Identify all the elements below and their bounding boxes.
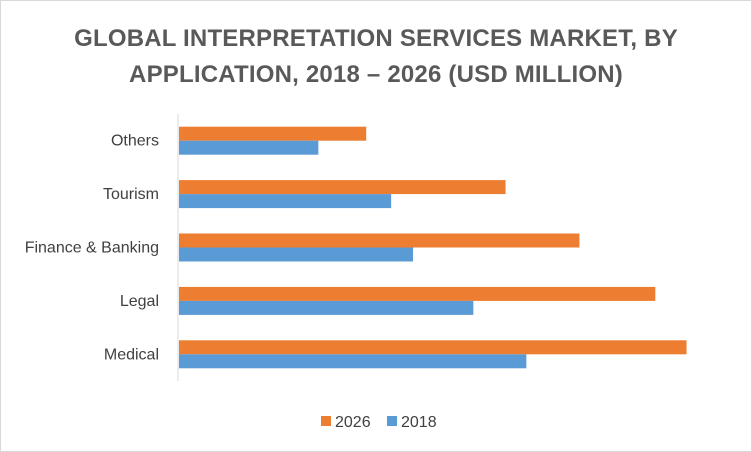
bar-legal-2026 [179, 286, 656, 301]
legend-label-2018: 2018 [401, 414, 437, 431]
legend-swatch-2018 [387, 416, 397, 426]
bar-finance-banking-2018 [179, 247, 413, 262]
category-label-medical: Medical [104, 346, 159, 363]
category-label-tourism: Tourism [103, 186, 159, 203]
category-label-finance-banking: Finance & Banking [25, 240, 159, 257]
bar-group [179, 126, 687, 369]
category-labels: Others Tourism Finance & Banking Legal Medic… [25, 133, 159, 364]
legend-label-2026: 2026 [335, 414, 371, 431]
chart-title-line-1: GLOBAL INTERPRETATION SERVICES MARKET, B… [74, 25, 678, 52]
bar-tourism-2026 [179, 180, 506, 195]
bar-finance-banking-2026 [179, 233, 580, 248]
category-label-legal: Legal [120, 293, 159, 310]
bar-medical-2018 [179, 354, 527, 369]
chart-title: GLOBAL INTERPRETATION SERVICES MARKET, B… [1, 21, 751, 93]
category-label-others: Others [111, 133, 159, 150]
bar-tourism-2018 [179, 194, 392, 209]
legend-swatch-2026 [321, 416, 331, 426]
chart-title-line-2: APPLICATION, 2018 – 2026 (USD MILLION) [129, 61, 623, 88]
bar-medical-2026 [179, 340, 687, 355]
bar-others-2018 [179, 140, 319, 155]
bar-legal-2018 [179, 300, 474, 315]
bar-others-2026 [179, 126, 367, 141]
legend: 2026 2018 [321, 414, 437, 431]
